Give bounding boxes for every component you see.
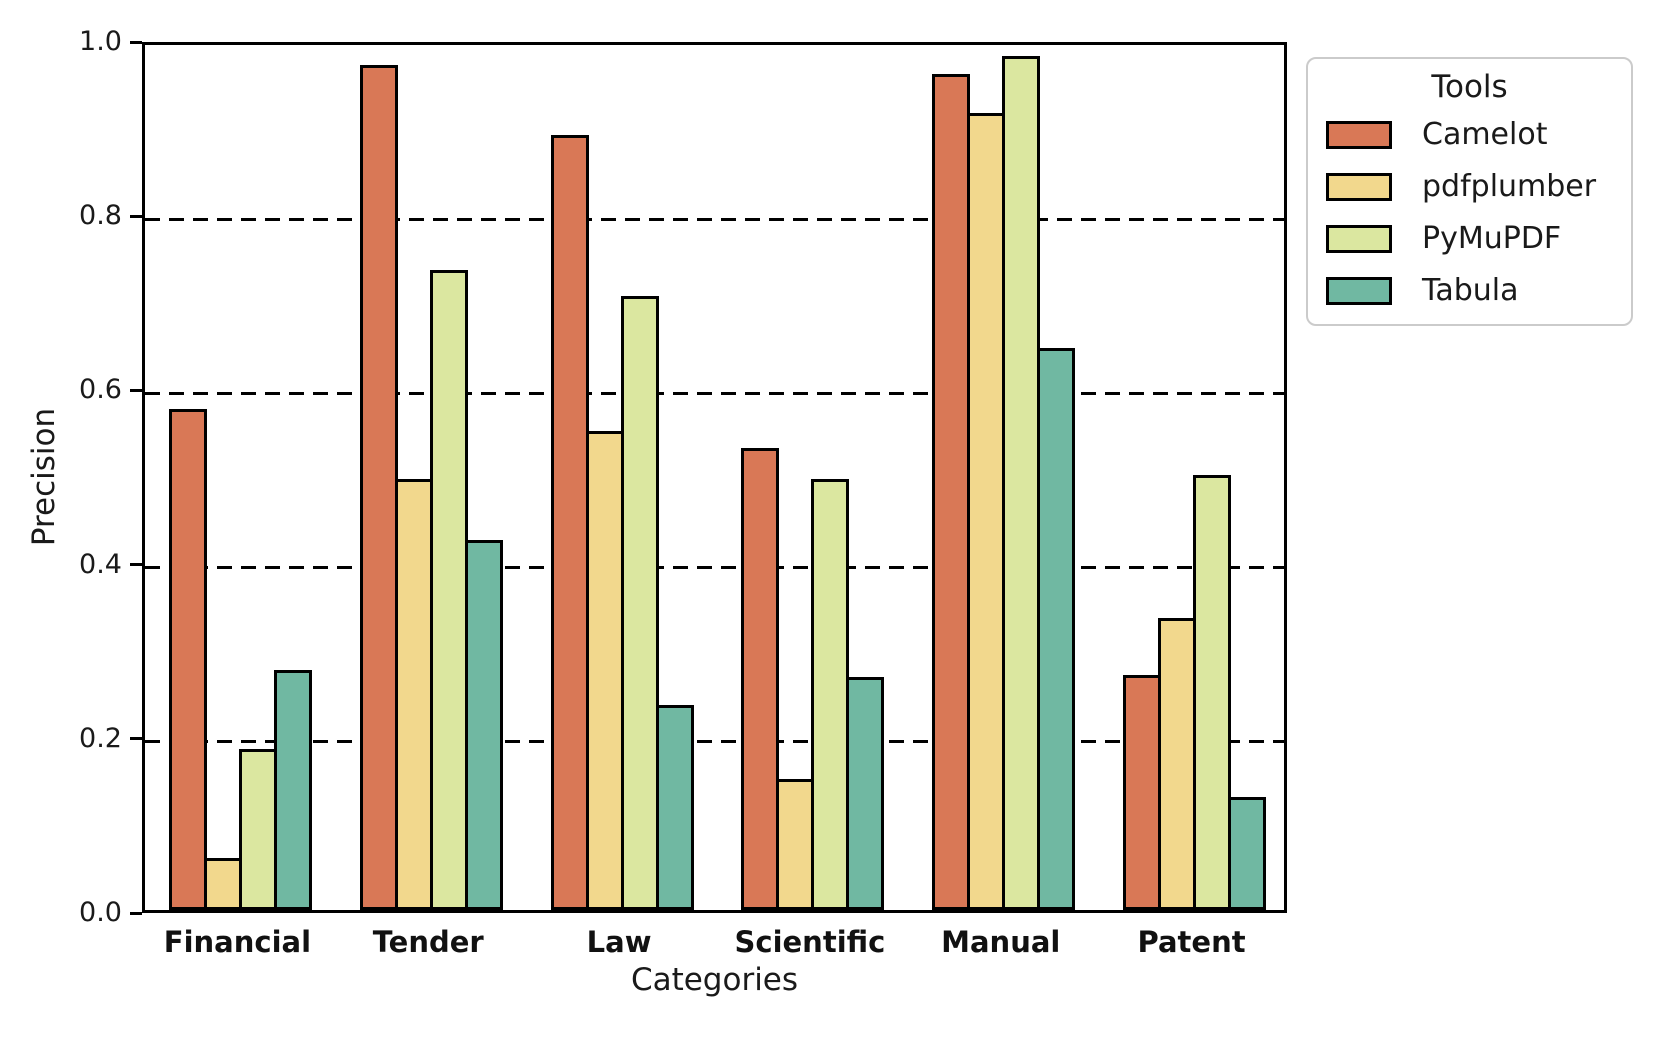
- bar-group-scientific: [718, 45, 909, 910]
- bar-pymupdf-tender: [429, 269, 468, 910]
- bar-camelot-manual: [932, 73, 971, 910]
- legend-entry-tabula: Tabula: [1322, 273, 1617, 308]
- bar-tabula-law: [655, 705, 694, 910]
- y-tick-label: 0.8: [79, 200, 122, 232]
- legend-entry-pdfplumber: pdfplumber: [1322, 169, 1617, 204]
- bar-group-financial: [145, 45, 336, 910]
- legend-swatch-pymupdf: [1326, 224, 1392, 253]
- bar-group-patent: [1099, 45, 1290, 910]
- plot-area: [142, 42, 1287, 913]
- legend-label: Tabula: [1422, 273, 1519, 308]
- bar-group-tender: [336, 45, 527, 910]
- legend: Tools Camelot pdfplumber PyMuPDF Tabula: [1306, 57, 1633, 326]
- bar-tabula-scientific: [846, 677, 885, 910]
- bar-pdfplumber-law: [585, 430, 624, 910]
- x-category-label-financial: Financial: [163, 925, 312, 959]
- bar-tabula-manual: [1037, 348, 1076, 910]
- bar-camelot-scientific: [741, 448, 780, 910]
- bar-group-law: [527, 45, 718, 910]
- gridline-0.6: [145, 391, 1284, 395]
- bar-camelot-patent: [1123, 674, 1162, 910]
- legend-title: Tools: [1431, 69, 1508, 105]
- y-tick-label: 0.6: [79, 374, 122, 406]
- x-category-label-scientific: Scientific: [734, 925, 886, 959]
- legend-label: PyMuPDF: [1422, 221, 1562, 256]
- bar-pdfplumber-scientific: [776, 779, 815, 910]
- bar-pdfplumber-tender: [394, 478, 433, 910]
- bar-pymupdf-law: [620, 295, 659, 910]
- y-tick-mark: [130, 388, 142, 392]
- x-category-label-law: Law: [586, 925, 652, 959]
- bar-pymupdf-manual: [1002, 56, 1041, 910]
- y-tick-mark: [130, 563, 142, 567]
- legend-label: pdfplumber: [1422, 169, 1597, 204]
- y-tick-label: 0.4: [79, 548, 122, 580]
- bar-pdfplumber-manual: [967, 113, 1006, 910]
- x-axis-label: Categories: [630, 962, 799, 998]
- y-axis-label: Precision: [26, 407, 62, 547]
- bar-camelot-financial: [168, 409, 207, 910]
- bar-camelot-law: [550, 134, 589, 910]
- y-tick-mark: [130, 911, 142, 915]
- y-tick-label: 0.2: [79, 722, 122, 754]
- legend-swatch-camelot: [1326, 120, 1392, 149]
- legend-swatch-pdfplumber: [1326, 172, 1392, 201]
- x-category-label-manual: Manual: [941, 925, 1061, 959]
- y-tick-mark: [130, 214, 142, 218]
- bar-pdfplumber-financial: [203, 857, 242, 910]
- bar-tabula-tender: [464, 539, 503, 910]
- bar-camelot-tender: [359, 65, 398, 910]
- x-category-label-tender: Tender: [372, 925, 484, 959]
- bar-group-manual: [908, 45, 1099, 910]
- x-category-label-patent: Patent: [1137, 925, 1246, 959]
- bar-tabula-patent: [1228, 796, 1267, 910]
- bar-pymupdf-scientific: [811, 478, 850, 910]
- y-tick-label: 1.0: [79, 26, 122, 57]
- gridline-0.2: [145, 740, 1284, 744]
- bar-pymupdf-patent: [1193, 474, 1232, 910]
- y-tick-label: 0.0: [79, 897, 122, 928]
- bar-tabula-financial: [273, 670, 312, 910]
- y-tick-mark: [130, 40, 142, 44]
- bar-pdfplumber-patent: [1158, 618, 1197, 910]
- legend-entry-pymupdf: PyMuPDF: [1322, 221, 1617, 256]
- legend-entry-camelot: Camelot: [1322, 117, 1617, 152]
- legend-entries: Camelot pdfplumber PyMuPDF Tabula: [1322, 117, 1617, 308]
- gridline-0.8: [145, 217, 1284, 221]
- legend-label: Camelot: [1422, 117, 1548, 152]
- legend-swatch-tabula: [1326, 276, 1392, 305]
- bar-pymupdf-financial: [238, 748, 277, 910]
- y-tick-mark: [130, 737, 142, 741]
- gridline-0.4: [145, 566, 1284, 570]
